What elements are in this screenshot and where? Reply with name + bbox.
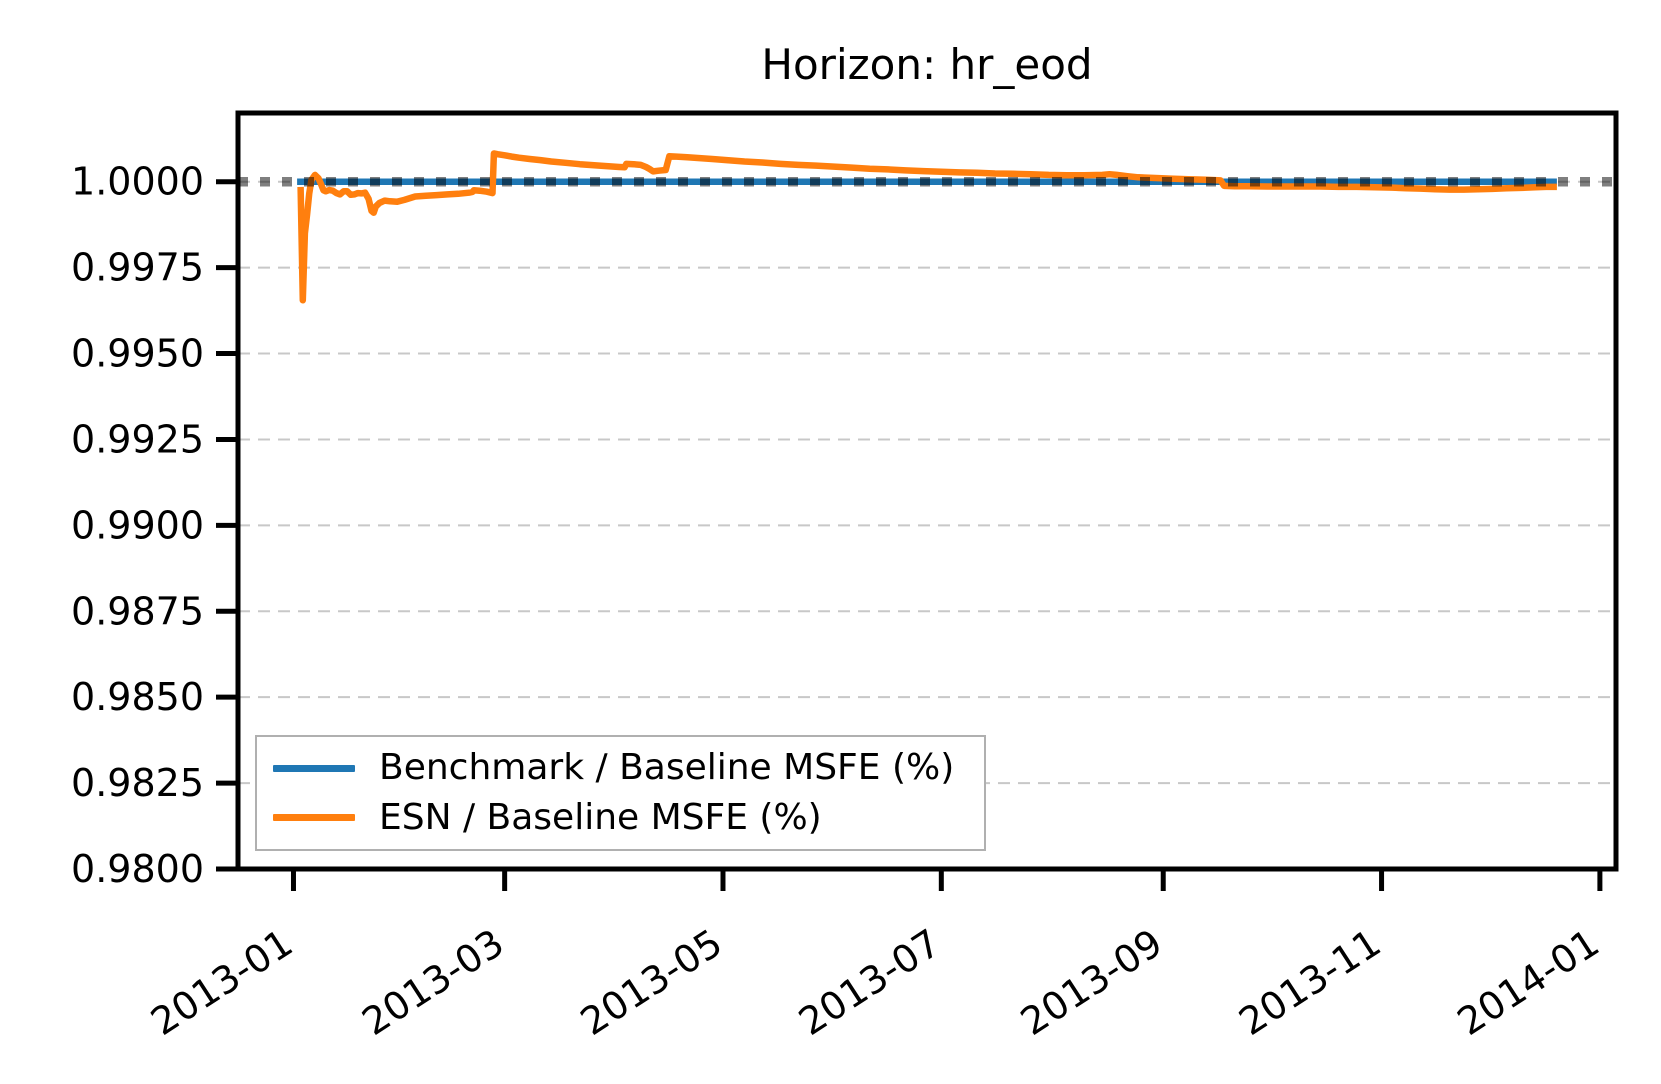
chart-title: Horizon: hr_eod — [761, 40, 1093, 89]
x-tick-label: 2014-01 — [1450, 921, 1607, 1044]
x-tick-label: 2013-01 — [143, 921, 300, 1044]
x-tick-label: 2013-03 — [354, 921, 511, 1044]
legend-label-benchmark: Benchmark / Baseline MSFE (%) — [379, 747, 955, 789]
y-tick-label: 0.9800 — [71, 847, 204, 891]
benchmark-line-swatch — [273, 764, 355, 772]
legend: Benchmark / Baseline MSFE (%) ESN / Base… — [255, 735, 986, 851]
legend-label-esn: ESN / Baseline MSFE (%) — [379, 796, 822, 838]
y-tick-label: 0.9975 — [71, 246, 204, 290]
x-tick-label: 2013-07 — [791, 921, 948, 1044]
y-tick-label: 0.9925 — [71, 417, 204, 461]
x-tick-label: 2013-05 — [573, 921, 730, 1044]
y-tick-label: 0.9875 — [71, 589, 204, 633]
y-tick-label: 0.9900 — [71, 503, 204, 547]
legend-item-esn: ESN / Baseline MSFE (%) — [273, 796, 984, 838]
y-tick-label: 0.9850 — [71, 675, 204, 719]
axes-spines — [235, 110, 1619, 872]
y-tick-label: 1.0000 — [71, 160, 204, 204]
legend-item-benchmark: Benchmark / Baseline MSFE (%) — [273, 750, 984, 786]
x-tick-label: 2013-09 — [1013, 921, 1170, 1044]
esn-line-swatch — [273, 814, 355, 822]
y-tick-label: 0.9950 — [71, 332, 204, 376]
y-tick-label: 0.9825 — [71, 761, 204, 805]
x-tick-label: 2013-11 — [1231, 921, 1388, 1044]
esn-line — [297, 150, 1557, 304]
